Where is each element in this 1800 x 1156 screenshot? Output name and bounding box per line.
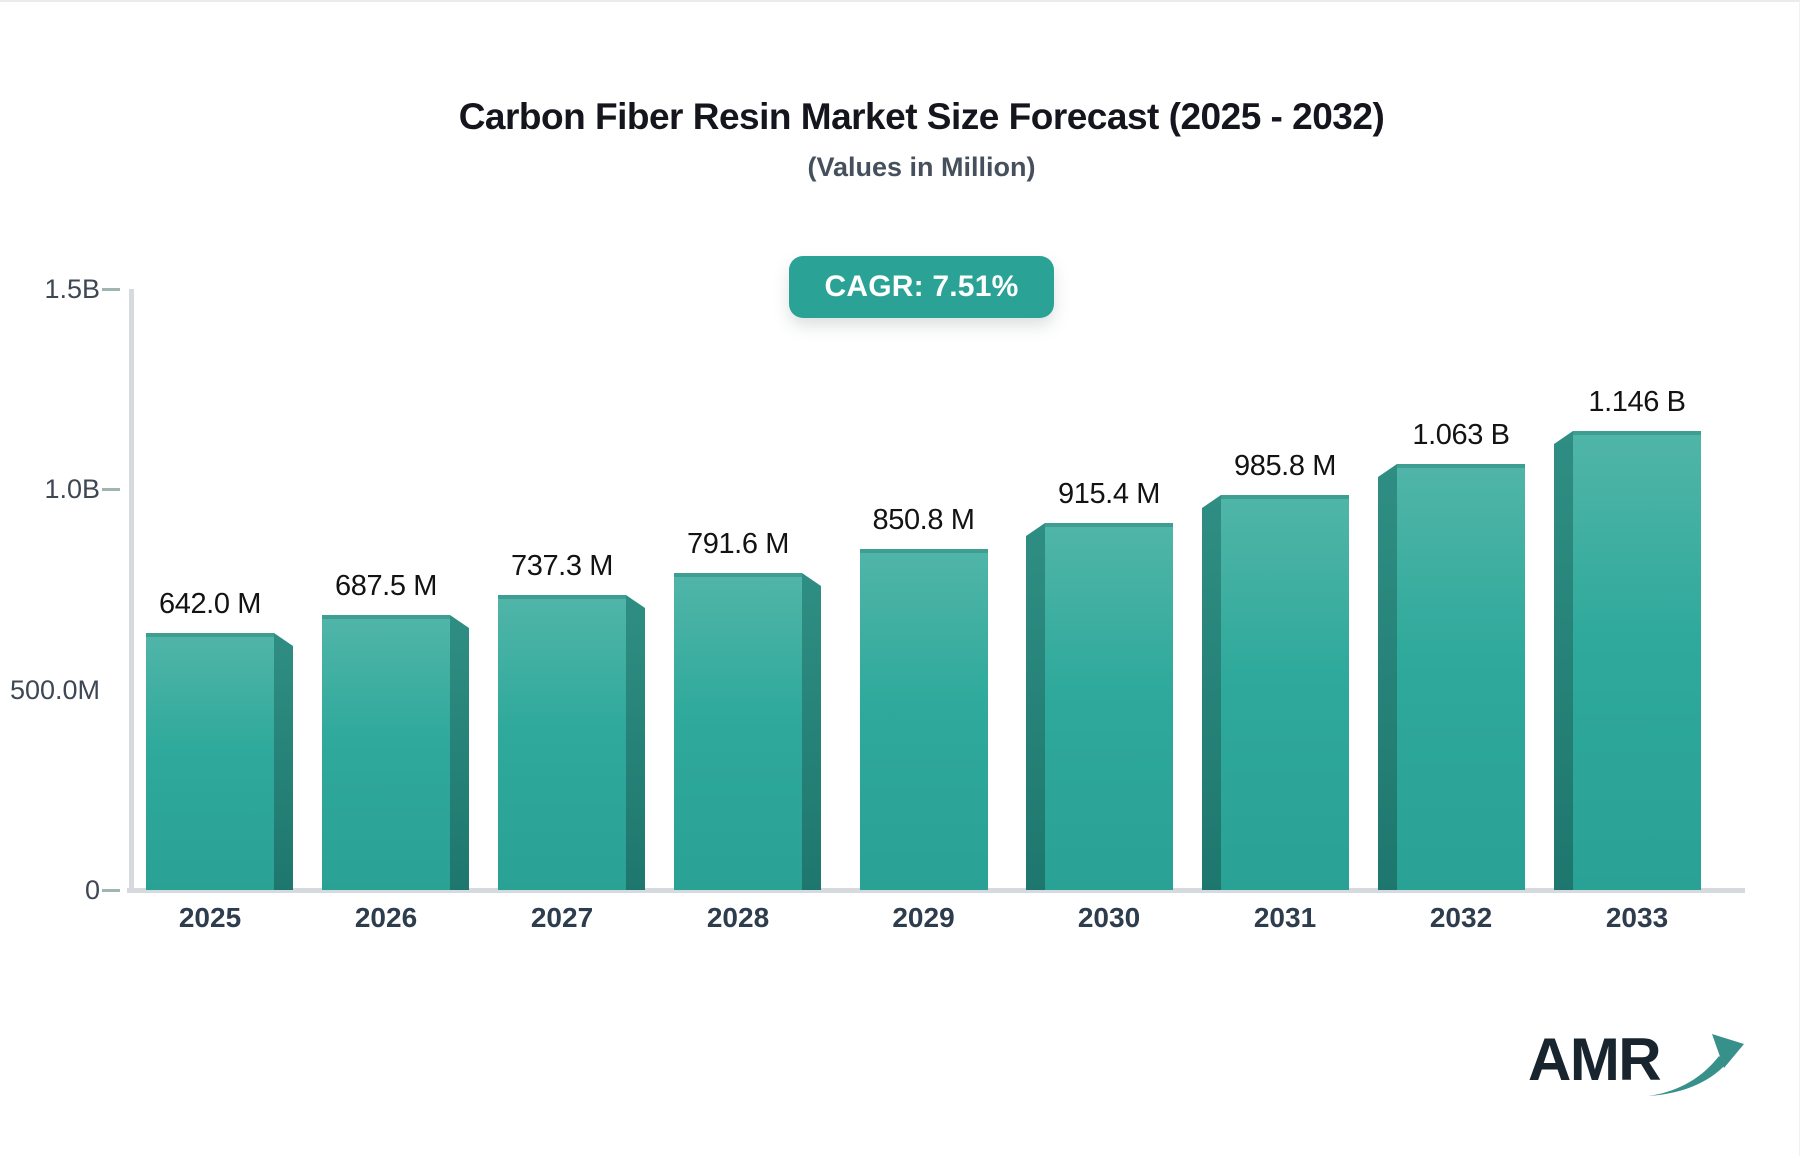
page-subtitle: (Values in Million) [807,152,1036,182]
x-axis-label: 2029 [892,902,955,933]
x-axis-line [127,888,1745,893]
bar-value-label: 850.8 M [872,504,975,536]
page-title: Carbon Fiber Resin Market Size Forecast … [458,96,1385,137]
bar-face [859,549,988,890]
growth-arrow-icon [1648,1034,1745,1096]
y-axis-label: 500.0M [9,674,100,705]
bar-side-shadow [450,615,469,890]
y-axis-tick [102,287,120,291]
y-axis-tick [102,487,120,491]
bar-value-label: 985.8 M [1234,450,1336,482]
bar-face [1045,523,1173,890]
bar-2031 [1202,495,1349,890]
bar-value-label: 915.4 M [1058,478,1160,510]
chart-header: Carbon Fiber Resin Market Size Forecast … [0,2,1799,183]
x-axis-label: 2027 [530,902,594,933]
bar-2026 [322,615,469,890]
bar-side-shadow [274,633,293,890]
x-axis-label: 2033 [1605,902,1669,933]
bar-face [322,615,450,890]
bar-face [674,573,802,890]
bar-side-shadow [1026,523,1045,890]
bar-face [498,595,626,890]
bar-face [1573,431,1701,890]
bar-face [1221,495,1349,890]
bar-2033 [1554,431,1701,890]
bar-2032 [1378,464,1525,890]
y-axis-line [129,289,134,893]
bar-face [146,633,274,890]
bar-side-shadow [1554,431,1573,890]
bar-2028 [674,573,821,890]
y-axis-label: 1.0B [44,474,100,505]
bar-value-label: 737.3 M [511,550,613,582]
bar-side-shadow [1378,464,1397,890]
cagr-badge: CAGR: 7.51% [788,256,1055,318]
bar-2027 [498,595,645,890]
bar-value-label: 1.146 B [1588,386,1686,418]
bar-value-label: 1.063 B [1412,419,1510,451]
x-axis-label: 2025 [178,902,242,933]
x-axis-label: 2028 [706,902,770,933]
x-axis-label: 2030 [1077,902,1141,933]
x-axis-label: 2032 [1429,902,1493,933]
y-axis-label: 1.5B [44,274,100,304]
bar-2030 [1026,523,1173,890]
bar-side-shadow [626,595,645,890]
x-axis-label: 2031 [1253,902,1317,933]
bar-value-label: 791.6 M [687,528,789,560]
amr-logo: AMR [1528,1028,1750,1104]
cagr-badge-row: CAGR: 7.51% [0,256,1799,318]
bar-2025 [146,633,293,890]
bar-2029 [850,549,997,890]
amr-logo-text: AMR [1528,1026,1662,1093]
y-axis-label: 0 [84,875,100,905]
bar-value-label: 642.0 M [159,588,261,620]
bar-value-label: 687.5 M [335,570,437,602]
bar-face [1397,464,1525,890]
y-axis-tick [102,888,120,892]
bar-side-shadow [802,573,821,890]
bar-side-shadow [1202,495,1221,890]
x-axis-label: 2026 [354,902,418,933]
